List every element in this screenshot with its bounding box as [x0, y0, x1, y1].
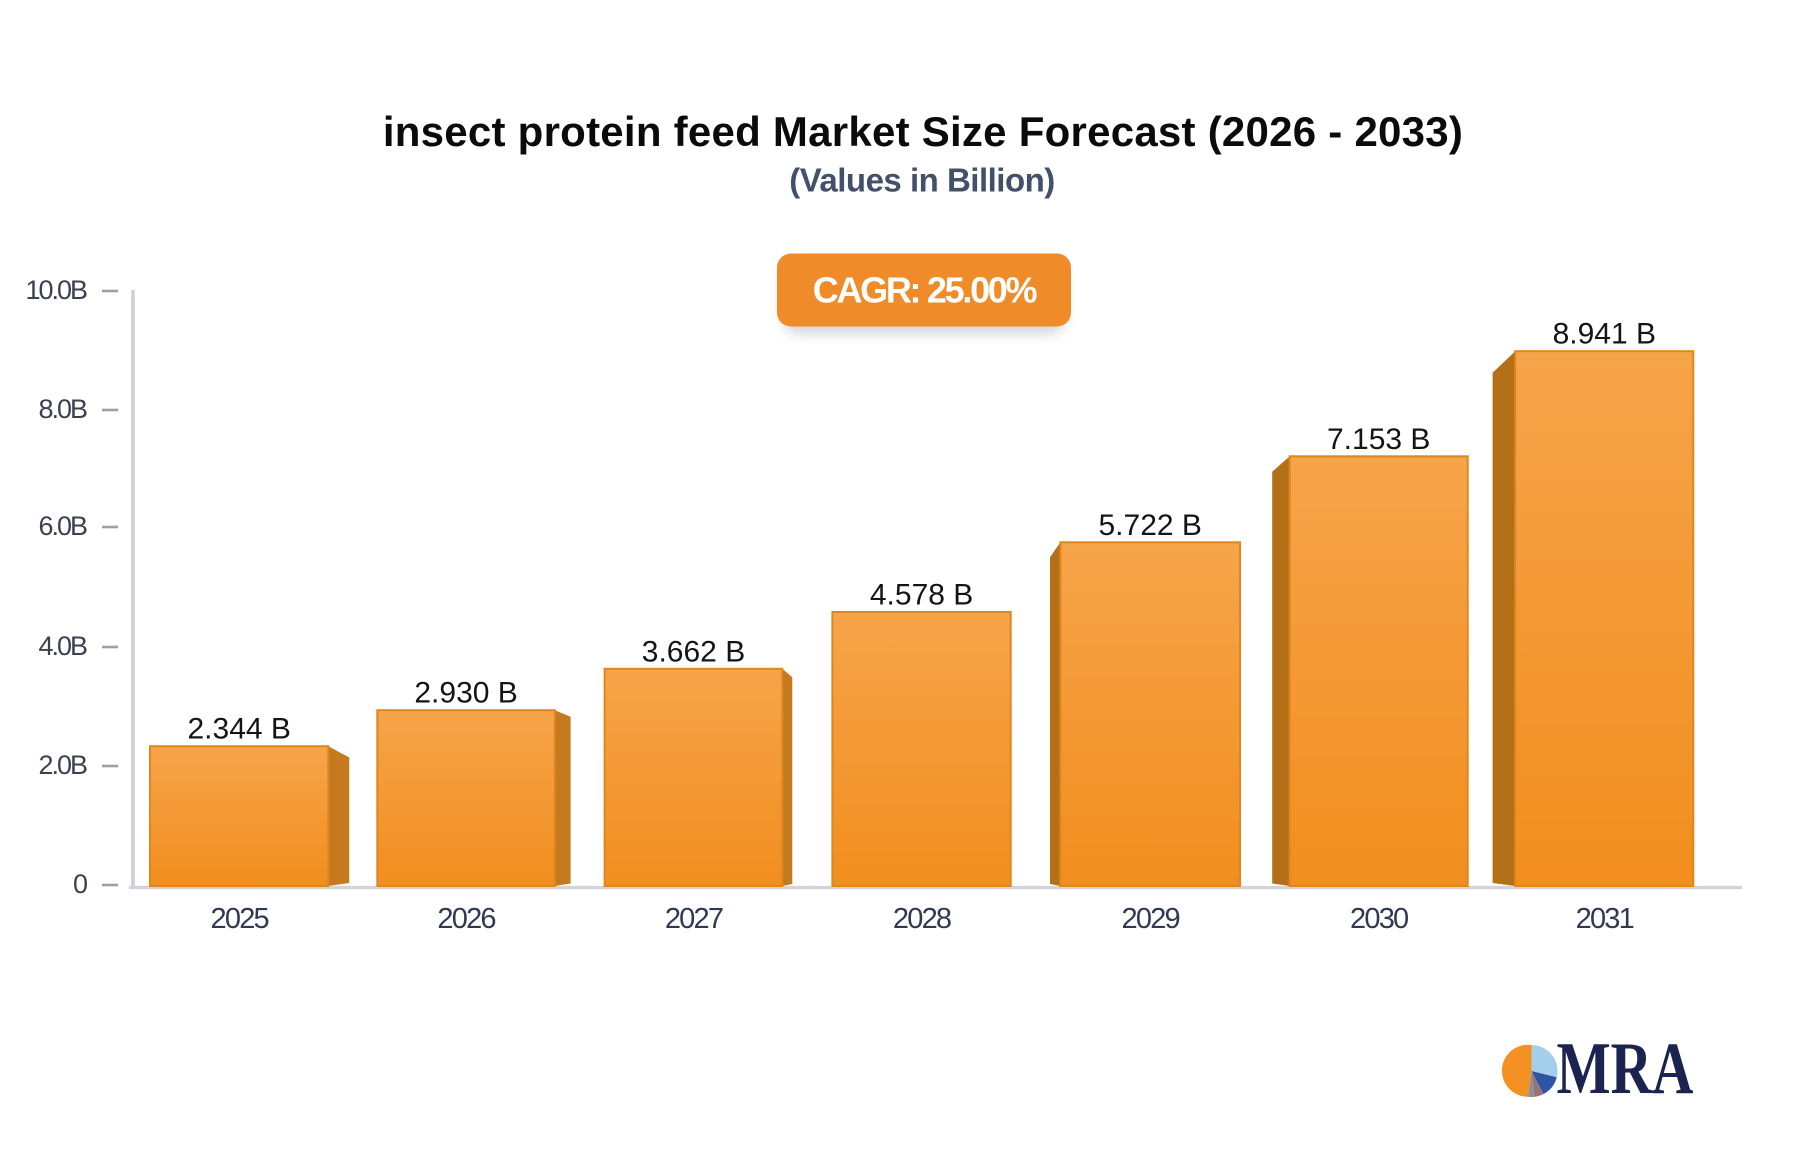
svg-text:10.0B: 10.0B	[25, 275, 87, 305]
svg-text:2026: 2026	[437, 903, 495, 935]
svg-text:2.0B: 2.0B	[38, 750, 87, 780]
svg-text:2030: 2030	[1350, 903, 1408, 935]
svg-text:2.344 B: 2.344 B	[187, 713, 290, 746]
svg-text:2025: 2025	[211, 903, 269, 935]
svg-text:2031: 2031	[1576, 903, 1634, 935]
svg-text:MRA: MRA	[1557, 1028, 1694, 1110]
svg-text:2027: 2027	[665, 903, 723, 935]
svg-text:CAGR: 25.00%: CAGR: 25.00%	[813, 270, 1038, 311]
svg-text:insect protein feed Market Siz: insect protein feed Market Size Forecast…	[383, 108, 1463, 155]
svg-text:3.662 B: 3.662 B	[642, 635, 745, 668]
svg-text:2028: 2028	[893, 903, 951, 935]
svg-text:(Values in Billion): (Values in Billion)	[789, 162, 1055, 199]
svg-text:2029: 2029	[1122, 903, 1180, 935]
svg-text:8.0B: 8.0B	[38, 394, 87, 424]
svg-text:4.0B: 4.0B	[38, 631, 87, 661]
svg-text:8.941 B: 8.941 B	[1553, 318, 1656, 351]
svg-text:2.930 B: 2.930 B	[414, 677, 517, 710]
svg-text:4.578 B: 4.578 B	[870, 579, 973, 612]
svg-text:7.153 B: 7.153 B	[1327, 423, 1430, 456]
svg-text:0: 0	[73, 869, 87, 899]
svg-text:6.0B: 6.0B	[38, 511, 87, 541]
svg-text:5.722 B: 5.722 B	[1098, 509, 1201, 542]
